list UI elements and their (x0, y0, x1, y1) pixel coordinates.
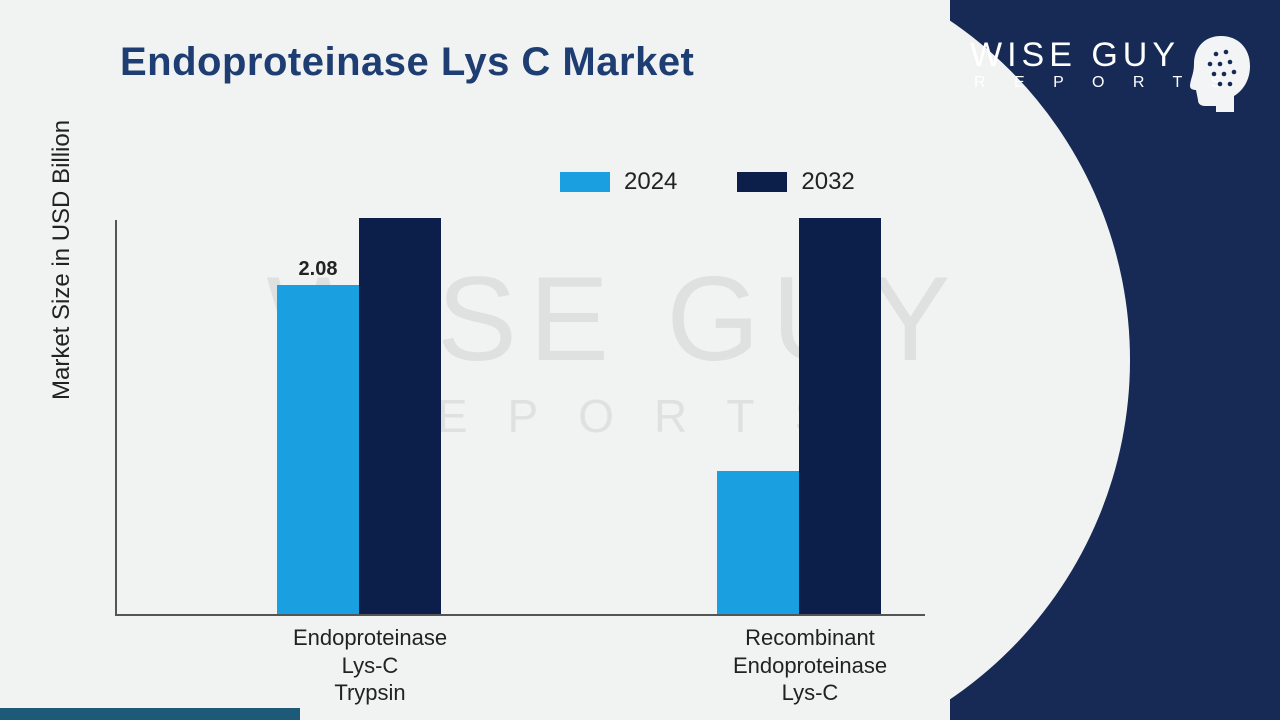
bar-0-2024 (277, 285, 359, 614)
bar-0-2032 (359, 218, 441, 614)
y-axis-label: Market Size in USD Billion (48, 120, 76, 400)
bar-group-0 (277, 218, 441, 614)
legend-swatch-2032 (737, 172, 787, 192)
brand-main: WISE GUY (970, 38, 1250, 72)
bar-1-2032 (799, 218, 881, 614)
legend-item-2032: 2032 (737, 168, 854, 196)
legend: 2024 2032 (560, 168, 855, 196)
bottom-accent-bar (0, 708, 300, 720)
bar-1-2024 (717, 471, 799, 614)
brand-sub: R E P O R T S (970, 74, 1250, 92)
plot-area: 2.08 (115, 220, 925, 616)
legend-label-2032: 2032 (801, 168, 854, 196)
legend-swatch-2024 (560, 172, 610, 192)
bar-group-1 (717, 218, 881, 614)
x-axis-label-0: EndoproteinaseLys-CTrypsin (275, 624, 465, 707)
page-root: WISE GUY REPORTS Endoproteinase Lys C Ma… (0, 0, 1280, 720)
x-axis-label-1: RecombinantEndoproteinaseLys-C (705, 624, 915, 707)
legend-item-2024: 2024 (560, 168, 677, 196)
brand-logo: WISE GUY R E P O R T S (970, 38, 1250, 92)
chart-title: Endoproteinase Lys C Market (120, 40, 694, 85)
legend-label-2024: 2024 (624, 168, 677, 196)
